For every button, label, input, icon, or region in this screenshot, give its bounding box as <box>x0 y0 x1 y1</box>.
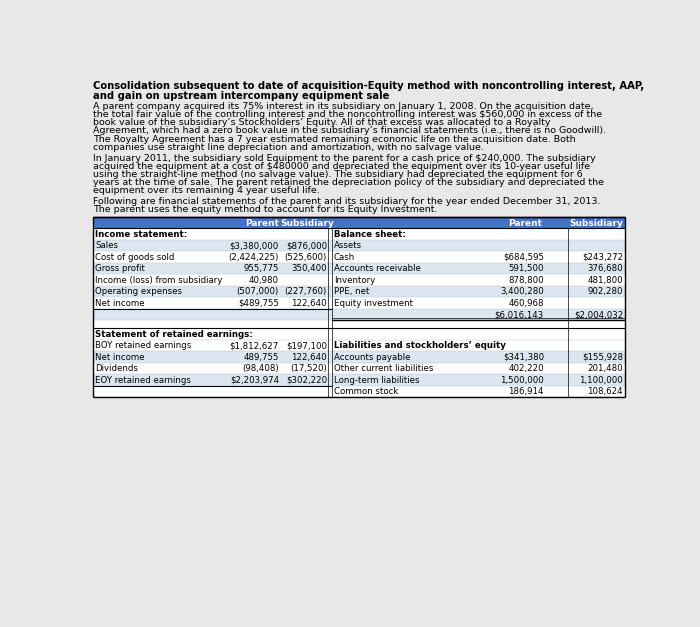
Bar <box>93 228 624 240</box>
Text: Liabilities and stockholders’ equity: Liabilities and stockholders’ equity <box>334 341 506 350</box>
Text: Balance sheet:: Balance sheet: <box>334 229 406 239</box>
Text: Consolidation subsequent to date of acquisition-Equity method with noncontrollin: Consolidation subsequent to date of acqu… <box>93 81 644 91</box>
Bar <box>93 328 624 340</box>
Text: 3,400,280: 3,400,280 <box>500 287 544 297</box>
Text: Net income: Net income <box>95 353 145 362</box>
Text: companies use straight line depreciation and amortization, with no salvage value: companies use straight line depreciation… <box>93 142 484 152</box>
Text: Income (loss) from subsidiary: Income (loss) from subsidiary <box>95 276 223 285</box>
Bar <box>93 286 624 297</box>
Text: $489,755: $489,755 <box>238 299 279 308</box>
Text: $155,928: $155,928 <box>582 353 623 362</box>
Text: Agreement, which had a zero book value in the subsidiary’s financial statements : Agreement, which had a zero book value i… <box>93 127 606 135</box>
Text: The parent uses the equity method to account for its Equity Investment.: The parent uses the equity method to acc… <box>93 206 438 214</box>
Bar <box>93 263 624 274</box>
Text: Assets: Assets <box>334 241 362 250</box>
Text: $3,380,000: $3,380,000 <box>230 241 279 250</box>
Bar <box>93 374 624 386</box>
Text: 376,680: 376,680 <box>587 264 623 273</box>
Text: (227,760): (227,760) <box>285 287 327 297</box>
Text: PPE, net: PPE, net <box>334 287 370 297</box>
Text: 402,220: 402,220 <box>508 364 544 373</box>
Text: years at the time of sale. The parent retained the depreciation policy of the su: years at the time of sale. The parent re… <box>93 178 604 187</box>
Text: equipment over its remaining 4 year useful life.: equipment over its remaining 4 year usef… <box>93 186 320 195</box>
Text: Subsidiary: Subsidiary <box>569 219 623 228</box>
Text: Subsidiary: Subsidiary <box>281 219 335 228</box>
Text: Net income: Net income <box>95 299 145 308</box>
Text: $684,595: $684,595 <box>503 253 544 261</box>
Text: $2,004,032: $2,004,032 <box>574 310 623 320</box>
Text: Long-term liabilities: Long-term liabilities <box>334 376 419 385</box>
Text: $6,016,143: $6,016,143 <box>495 310 544 320</box>
Bar <box>93 251 624 263</box>
Text: (2,424,225): (2,424,225) <box>228 253 279 261</box>
Text: Statement of retained earnings:: Statement of retained earnings: <box>95 330 253 339</box>
Text: using the straight-line method (no salvage value). The subsidiary had depreciate: using the straight-line method (no salva… <box>93 170 582 179</box>
Text: $197,100: $197,100 <box>286 341 327 350</box>
Text: Dividends: Dividends <box>95 364 138 373</box>
Bar <box>93 340 624 351</box>
Bar <box>93 351 624 363</box>
Text: (525,600): (525,600) <box>285 253 327 261</box>
Text: Income statement:: Income statement: <box>95 229 188 239</box>
Text: A parent company acquired its 75% interest in its subsidiary on January 1, 2008.: A parent company acquired its 75% intere… <box>93 102 594 111</box>
Text: 481,800: 481,800 <box>587 276 623 285</box>
Text: 201,480: 201,480 <box>587 364 623 373</box>
Text: 489,755: 489,755 <box>244 353 279 362</box>
Text: Accounts receivable: Accounts receivable <box>334 264 421 273</box>
Text: $2,203,974: $2,203,974 <box>230 376 279 385</box>
Text: BOY retained earnings: BOY retained earnings <box>95 341 192 350</box>
Text: $341,380: $341,380 <box>503 353 544 362</box>
Text: Common stock: Common stock <box>334 387 398 396</box>
Text: $876,000: $876,000 <box>286 241 327 250</box>
Text: acquired the equipment at a cost of $480000 and depreciated the equipment over i: acquired the equipment at a cost of $480… <box>93 162 590 171</box>
Text: The Royalty Agreement has a 7 year estimated remaining economic life on the acqu: The Royalty Agreement has a 7 year estim… <box>93 135 575 144</box>
Text: 902,280: 902,280 <box>587 287 623 297</box>
Text: 122,640: 122,640 <box>291 353 327 362</box>
Text: 350,400: 350,400 <box>291 264 327 273</box>
Bar <box>93 216 624 228</box>
Text: 591,500: 591,500 <box>508 264 544 273</box>
Text: In January 2011, the subsidiary sold Equipment to the parent for a cash price of: In January 2011, the subsidiary sold Equ… <box>93 154 596 163</box>
Text: 1,100,000: 1,100,000 <box>580 376 623 385</box>
Bar <box>93 297 624 309</box>
Text: $1,812,627: $1,812,627 <box>230 341 279 350</box>
Text: (17,520): (17,520) <box>290 364 327 373</box>
Text: (98,408): (98,408) <box>242 364 279 373</box>
Text: Following are financial statements of the parent and its subsidiary for the year: Following are financial statements of th… <box>93 198 601 206</box>
Text: $302,220: $302,220 <box>286 376 327 385</box>
Text: 40,980: 40,980 <box>249 276 279 285</box>
Text: Other current liabilities: Other current liabilities <box>334 364 433 373</box>
Text: Accounts payable: Accounts payable <box>334 353 410 362</box>
Text: book value of the subsidiary’s Stockholders’ Equity. All of that excess was allo: book value of the subsidiary’s Stockhold… <box>93 119 550 127</box>
Text: EOY retained earnings: EOY retained earnings <box>95 376 191 385</box>
Text: Equity investment: Equity investment <box>334 299 413 308</box>
Text: 186,914: 186,914 <box>508 387 544 396</box>
Text: Inventory: Inventory <box>334 276 375 285</box>
Text: Parent: Parent <box>245 219 279 228</box>
Text: Parent: Parent <box>508 219 542 228</box>
Bar <box>93 320 624 328</box>
Text: and gain on upstream intercompany equipment sale: and gain on upstream intercompany equipm… <box>93 91 389 101</box>
Bar <box>93 274 624 286</box>
Text: 460,968: 460,968 <box>508 299 544 308</box>
Text: Cash: Cash <box>334 253 355 261</box>
Text: 122,640: 122,640 <box>291 299 327 308</box>
Text: $243,272: $243,272 <box>582 253 623 261</box>
Bar <box>93 363 624 374</box>
Text: Cost of goods sold: Cost of goods sold <box>95 253 174 261</box>
Text: (507,000): (507,000) <box>237 287 279 297</box>
Text: Sales: Sales <box>95 241 118 250</box>
Bar <box>93 240 624 251</box>
Text: Gross profit: Gross profit <box>95 264 145 273</box>
Bar <box>93 386 624 398</box>
Text: 955,775: 955,775 <box>244 264 279 273</box>
Text: 108,624: 108,624 <box>587 387 623 396</box>
Text: 1,500,000: 1,500,000 <box>500 376 544 385</box>
Text: the total fair value of the controlling interest and the noncontrolling interest: the total fair value of the controlling … <box>93 110 602 119</box>
Text: Operating expenses: Operating expenses <box>95 287 182 297</box>
Bar <box>93 309 624 320</box>
Text: 878,800: 878,800 <box>508 276 544 285</box>
